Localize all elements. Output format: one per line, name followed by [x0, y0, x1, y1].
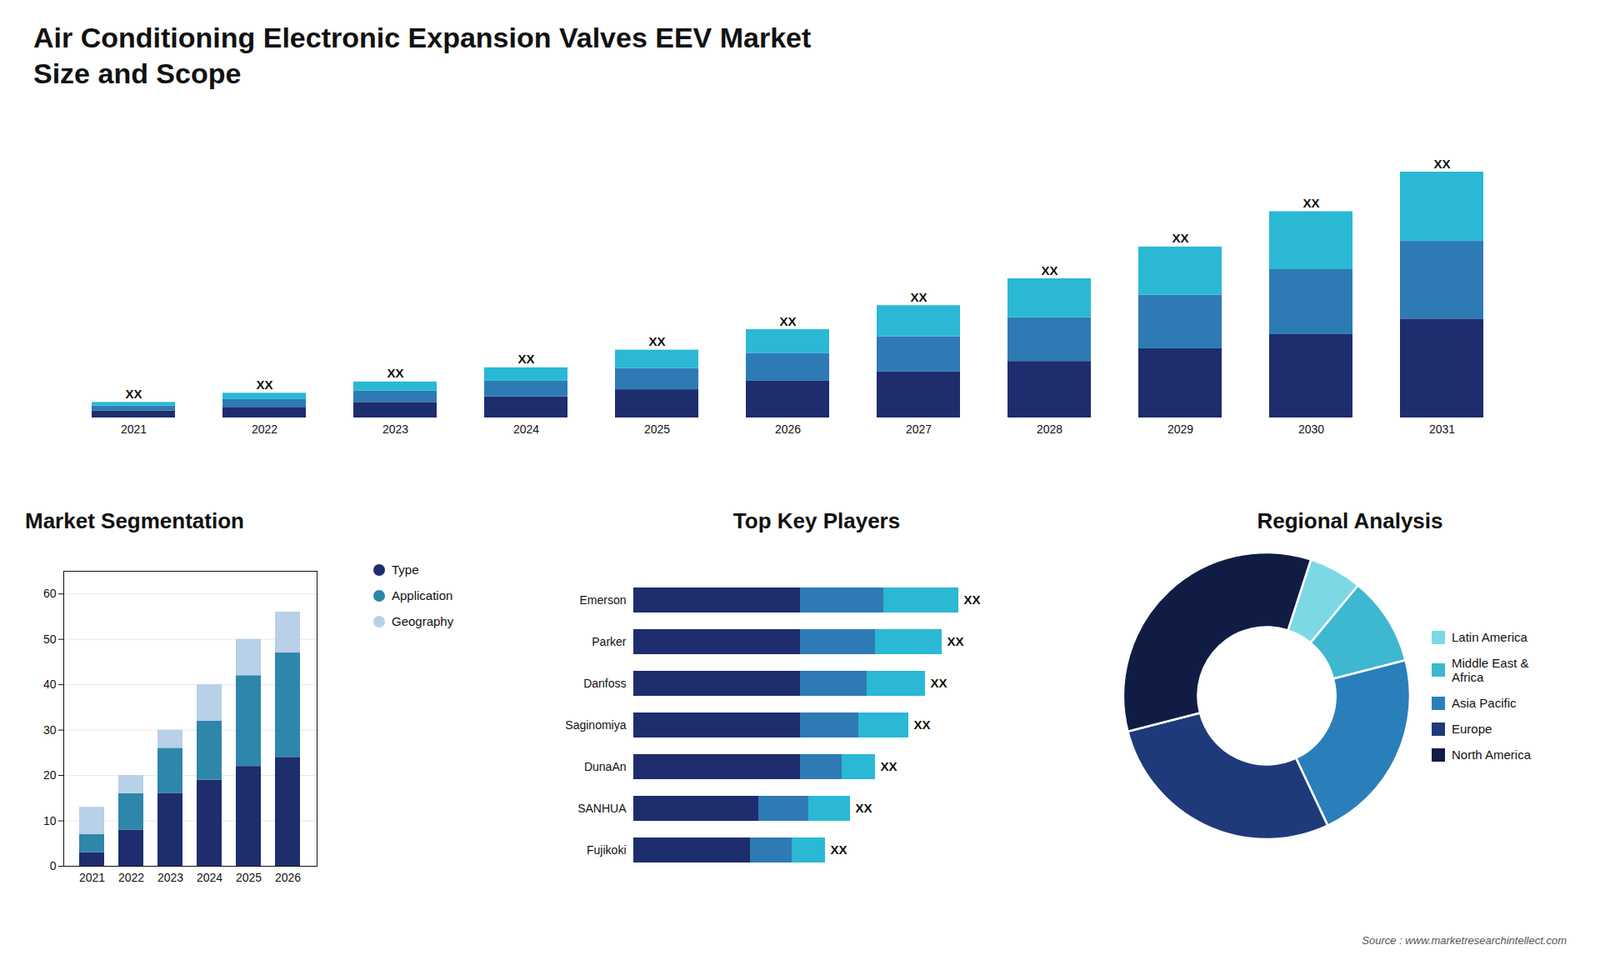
svg-text:Emerson: Emerson [579, 593, 626, 607]
svg-text:XX: XX [1171, 230, 1189, 245]
svg-text:XX: XX [517, 351, 535, 366]
svg-text:40: 40 [43, 677, 57, 691]
svg-text:2025: 2025 [235, 870, 262, 885]
svg-text:XX: XX [947, 634, 965, 649]
svg-text:XX: XX [1040, 263, 1058, 278]
html-text:Size and Scope: Size and Scope [33, 57, 242, 89]
html-text:Air Conditioning Electronic Ex: Air Conditioning Electronic Expansion Va… [33, 21, 812, 54]
svg-text:XX: XX [855, 800, 873, 815]
svg-text:SANHUA: SANHUA [577, 801, 627, 815]
svg-text:10: 10 [43, 814, 57, 828]
svg-text:2021: 2021 [79, 870, 105, 885]
svg-text:2027: 2027 [905, 422, 932, 436]
svg-text:XX: XX [830, 842, 848, 857]
svg-text:DunaAn: DunaAn [584, 760, 627, 774]
svg-text:2026: 2026 [775, 422, 801, 436]
html-text:Type: Type [391, 562, 419, 577]
svg-text:Danfoss: Danfoss [583, 676, 626, 690]
svg-text:XX: XX [1433, 156, 1450, 171]
html-text:Source : www.marketresearchint: Source : www.marketresearchintellect.com [1361, 934, 1567, 947]
svg-text:2023: 2023 [157, 870, 184, 885]
html-text:Asia Pacific: Asia Pacific [1451, 695, 1517, 710]
svg-text:XX: XX [910, 290, 927, 305]
svg-text:XX: XX [386, 365, 404, 380]
html-text:North America: North America [1451, 747, 1531, 762]
html-text:Latin America: Latin America [1451, 630, 1528, 645]
svg-text:20: 20 [43, 768, 57, 782]
svg-text:2024: 2024 [513, 422, 540, 436]
html-text:Geography: Geography [391, 614, 454, 629]
html-text:Market Segmentation: Market Segmentation [25, 508, 245, 534]
svg-text:XX: XX [648, 334, 665, 349]
html-text:Regional Analysis: Regional Analysis [1257, 508, 1443, 534]
svg-text:50: 50 [43, 632, 57, 646]
svg-text:XX: XX [930, 675, 948, 690]
svg-text:60: 60 [43, 586, 57, 600]
svg-text:XX: XX [779, 314, 796, 329]
svg-text:2022: 2022 [251, 422, 278, 436]
svg-text:XX: XX [1302, 195, 1320, 210]
svg-text:2026: 2026 [275, 870, 301, 885]
svg-text:XX: XX [125, 386, 142, 401]
svg-text:2028: 2028 [1036, 422, 1063, 436]
svg-text:XX: XX [964, 592, 981, 607]
html-text:Middle East & Africa: Middle East & Africa [1451, 655, 1529, 685]
svg-text:Fujikoki: Fujikoki [586, 843, 626, 857]
svg-text:XX: XX [880, 759, 898, 774]
svg-text:XX: XX [255, 377, 273, 392]
svg-text:2029: 2029 [1167, 422, 1194, 436]
svg-text:2031: 2031 [1429, 422, 1455, 436]
svg-text:2022: 2022 [118, 870, 145, 885]
html-text:Top Key Players: Top Key Players [733, 508, 901, 534]
svg-text:Parker: Parker [591, 635, 627, 649]
svg-text:2024: 2024 [196, 870, 223, 885]
svg-text:2025: 2025 [644, 422, 670, 436]
svg-text:2023: 2023 [382, 422, 409, 436]
svg-text:2030: 2030 [1298, 422, 1325, 436]
svg-text:2021: 2021 [120, 422, 147, 436]
svg-text:0: 0 [50, 859, 57, 873]
svg-text:Saginomiya: Saginomiya [565, 718, 626, 732]
html-text:Application: Application [391, 588, 453, 603]
svg-text:XX: XX [914, 717, 931, 732]
html-text:Europe: Europe [1451, 721, 1492, 736]
svg-text:30: 30 [43, 723, 57, 737]
